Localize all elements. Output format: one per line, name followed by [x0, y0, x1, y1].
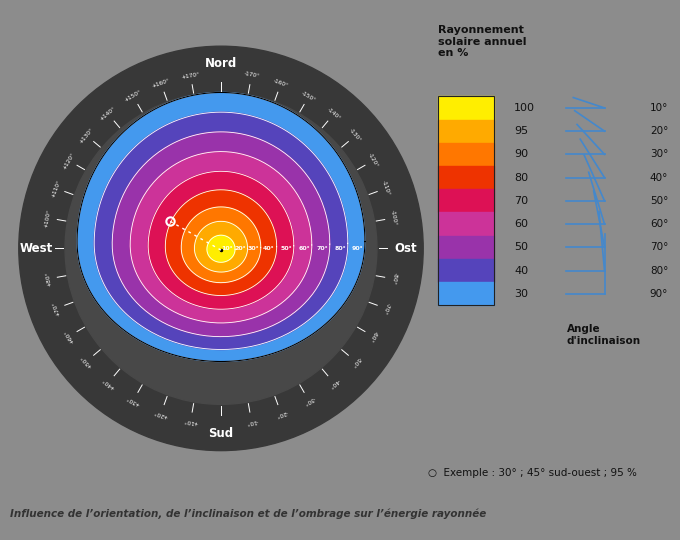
Bar [439, 96, 494, 119]
Text: Rayonnement
solaire annuel
en %: Rayonnement solaire annuel en % [439, 25, 527, 58]
Text: 90°: 90° [352, 246, 363, 251]
Text: +110°: +110° [50, 179, 62, 198]
Text: +70°: +70° [51, 300, 61, 316]
Polygon shape [194, 221, 248, 272]
Text: 50°: 50° [650, 196, 668, 206]
Polygon shape [207, 235, 235, 262]
Text: 20°: 20° [234, 246, 246, 251]
Text: +40°: +40° [101, 376, 116, 390]
Bar [439, 96, 494, 306]
Text: -40°: -40° [328, 377, 341, 389]
Bar [439, 236, 494, 259]
Text: 30°: 30° [650, 150, 668, 159]
Text: 90°: 90° [650, 289, 668, 299]
Polygon shape [182, 207, 260, 282]
Text: 60°: 60° [650, 219, 668, 229]
Polygon shape [130, 152, 312, 323]
Polygon shape [77, 92, 365, 361]
Polygon shape [148, 171, 294, 309]
Text: -60°: -60° [368, 329, 378, 343]
Text: 50°: 50° [280, 246, 292, 251]
Text: 30: 30 [514, 289, 528, 299]
Text: Influence de l’orientation, de l’inclinaison et de l’ombrage sur l’énergie rayon: Influence de l’orientation, de l’inclina… [10, 509, 486, 519]
Text: +130°: +130° [78, 126, 95, 144]
Bar [439, 213, 494, 236]
Text: 70°: 70° [316, 246, 328, 251]
Ellipse shape [65, 92, 377, 404]
Text: 100: 100 [514, 103, 535, 113]
Text: +160°: +160° [151, 78, 171, 89]
Text: Angle
d'inclinaison: Angle d'inclinaison [566, 325, 641, 346]
Text: 90: 90 [514, 150, 528, 159]
Bar [439, 166, 494, 189]
Polygon shape [165, 190, 277, 295]
Text: 80°: 80° [335, 246, 346, 251]
Polygon shape [95, 112, 347, 349]
Text: -100°: -100° [390, 210, 398, 226]
Text: -120°: -120° [367, 152, 379, 169]
Text: +140°: +140° [99, 106, 117, 122]
Text: West: West [19, 242, 52, 255]
Text: +120°: +120° [62, 151, 76, 170]
Text: 10°: 10° [650, 103, 668, 113]
Text: -70°: -70° [381, 302, 390, 315]
Bar [439, 259, 494, 282]
Text: 40°: 40° [650, 173, 668, 183]
Text: Nord: Nord [205, 57, 237, 70]
Text: Sud: Sud [209, 427, 233, 440]
Text: -160°: -160° [273, 78, 290, 89]
Text: 50: 50 [514, 242, 528, 252]
Text: 30°: 30° [248, 246, 259, 251]
Text: -80°: -80° [390, 272, 398, 286]
Bar [439, 143, 494, 166]
Text: 95: 95 [514, 126, 528, 136]
Text: -10°: -10° [245, 418, 258, 425]
Text: 70°: 70° [650, 242, 668, 252]
Bar [439, 282, 494, 306]
Text: 10°: 10° [222, 246, 233, 251]
Text: 40°: 40° [263, 246, 275, 251]
Ellipse shape [19, 46, 423, 450]
Text: 80: 80 [514, 173, 528, 183]
Text: 20°: 20° [650, 126, 668, 136]
Text: +20°: +20° [153, 408, 169, 418]
Text: 80°: 80° [650, 266, 668, 275]
Text: +150°: +150° [124, 89, 143, 103]
Polygon shape [112, 132, 330, 336]
Text: ○  Exemple : 30° ; 45° sud-ouest ; 95 %: ○ Exemple : 30° ; 45° sud-ouest ; 95 % [428, 468, 637, 478]
Text: +30°: +30° [125, 395, 141, 407]
Bar [439, 119, 494, 143]
Text: 60: 60 [514, 219, 528, 229]
Text: -20°: -20° [274, 409, 288, 418]
Text: Ost: Ost [395, 242, 418, 255]
Text: 40: 40 [514, 266, 528, 275]
Text: +100°: +100° [44, 208, 52, 228]
Text: 70: 70 [514, 196, 528, 206]
Text: +170°: +170° [181, 71, 201, 79]
Text: -150°: -150° [301, 90, 317, 103]
Text: +50°: +50° [80, 354, 93, 369]
Text: -170°: -170° [243, 72, 260, 79]
Text: -110°: -110° [381, 180, 391, 197]
Text: -130°: -130° [348, 127, 362, 143]
Text: 60°: 60° [299, 246, 310, 251]
Text: -50°: -50° [350, 355, 362, 368]
Text: +80°: +80° [44, 271, 52, 287]
Text: +10°: +10° [182, 417, 199, 425]
Text: +60°: +60° [63, 328, 75, 344]
Text: -140°: -140° [326, 107, 342, 121]
Text: -30°: -30° [302, 395, 316, 406]
Bar [439, 189, 494, 213]
